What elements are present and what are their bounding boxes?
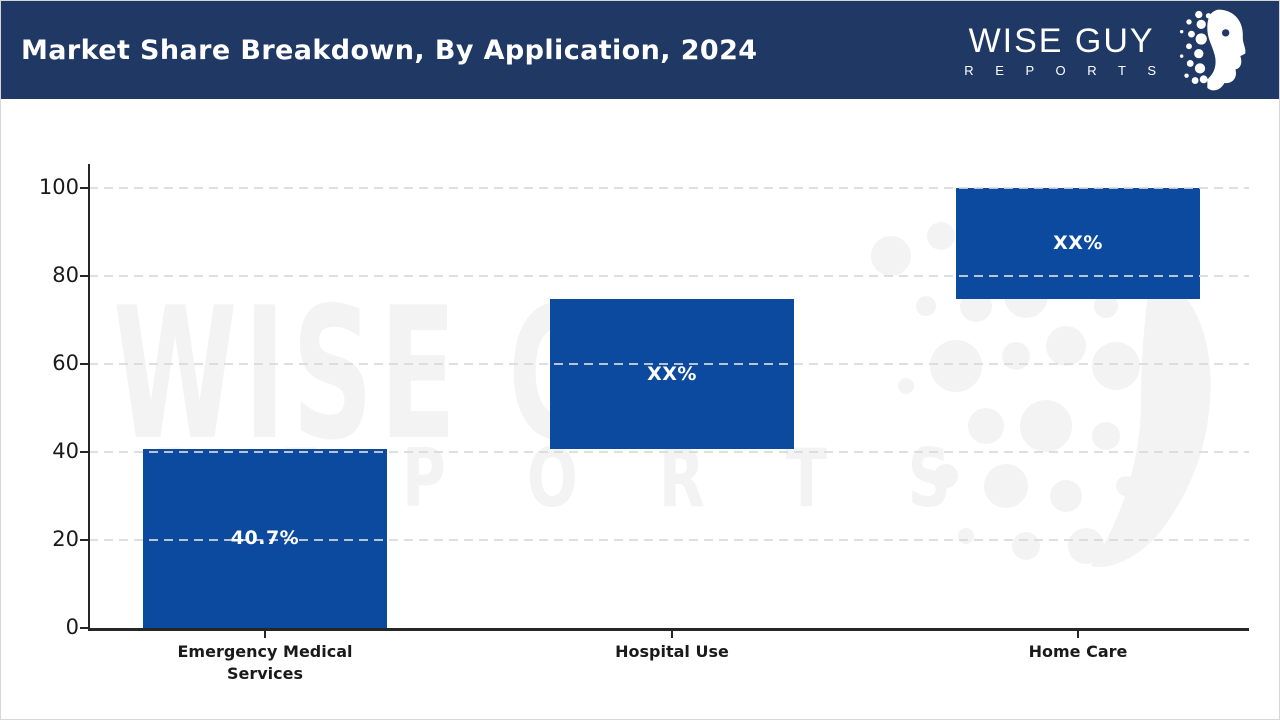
gridline (89, 451, 1249, 453)
bar-value-label: 40.7% (230, 527, 300, 550)
page-title: Market Share Breakdown, By Application, … (21, 34, 758, 66)
y-tick-label: 60 (52, 351, 79, 375)
y-tick-label: 40 (52, 439, 79, 463)
wiseguy-logo-text: WISE GUY R E P O R T S (958, 24, 1165, 77)
bar (550, 298, 794, 449)
y-tick-mark (80, 539, 89, 541)
gridline (89, 275, 1249, 277)
logo-wordmark: WISE GUY (968, 21, 1155, 60)
bar-value-label: XX% (1053, 232, 1103, 255)
y-tick-mark (80, 363, 89, 365)
x-axis-spine (88, 628, 1249, 631)
y-tick-label: 0 (65, 615, 79, 639)
y-tick-label: 20 (52, 527, 79, 551)
x-tick-mark (264, 631, 266, 638)
y-tick-mark (80, 451, 89, 453)
x-category-label: Home Care (1028, 642, 1128, 661)
gridline (89, 539, 1249, 541)
bar (143, 448, 387, 628)
x-tick-mark (1077, 631, 1079, 638)
bar-value-label: XX% (647, 362, 697, 385)
y-tick-mark (80, 275, 89, 277)
logo-subtitle: R E P O R T S (964, 62, 1165, 78)
y-tick-label: 80 (52, 263, 79, 287)
wiseguy-head-icon (1179, 9, 1246, 91)
gridline (89, 363, 1249, 365)
y-tick-mark (80, 627, 89, 629)
x-category-label: Hospital Use (615, 642, 729, 661)
header-bar: Market Share Breakdown, By Application, … (1, 1, 1279, 99)
y-tick-label: 100 (38, 175, 79, 199)
x-category-label: Emergency Medical Services (177, 642, 353, 683)
y-tick-mark (80, 187, 89, 189)
x-tick-mark (671, 631, 673, 638)
head-eye-dot (1222, 29, 1230, 37)
wiseguy-logo: WISE GUY R E P O R T S (958, 6, 1279, 94)
y-axis-spine (88, 164, 90, 628)
gridline (89, 187, 1249, 189)
